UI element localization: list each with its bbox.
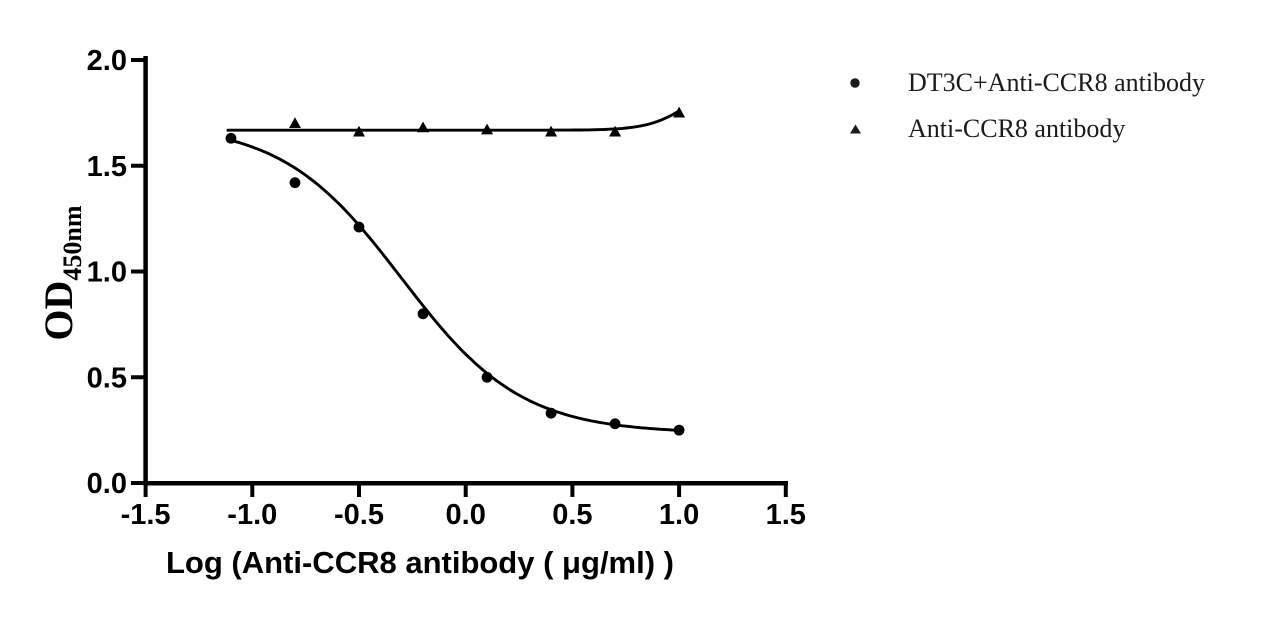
data-point-circle — [353, 221, 365, 233]
data-point-triangle — [545, 125, 558, 137]
legend-item-dt3c: DT3C+Anti-CCR8 antibody — [846, 68, 1206, 97]
data-point-triangle — [417, 121, 430, 133]
axes-layer — [131, 56, 788, 497]
y-axis-title-main: OD — [36, 281, 81, 341]
triangle-marker-icon — [846, 123, 864, 135]
x-tick-label: 1.0 — [659, 499, 699, 531]
data-point-circle — [545, 407, 557, 419]
legend-label: DT3C+Anti-CCR8 antibody — [908, 68, 1206, 97]
data-point-triangle — [481, 123, 494, 135]
data-point-circle — [673, 424, 685, 436]
data-point-triangle — [609, 125, 622, 137]
data-markers-layer — [225, 106, 686, 436]
x-axis-title: Log (Anti-CCR8 antibody ( μg/ml) ) — [166, 545, 674, 580]
y-tick-label: 0.0 — [87, 468, 127, 500]
x-tick-label: -0.5 — [334, 499, 384, 531]
data-point-triangle — [673, 106, 686, 118]
data-point-triangle — [288, 117, 301, 129]
data-point-circle — [289, 177, 301, 189]
legend-item-anti-ccr8: Anti-CCR8 antibody — [846, 114, 1205, 143]
y-tick-label: 1.5 — [87, 151, 127, 183]
legend: DT3C+Anti-CCR8 antibody Anti-CCR8 antibo… — [846, 68, 1206, 162]
data-point-circle — [417, 308, 429, 320]
y-axis-title-subscript: 450nm — [58, 205, 87, 280]
legend-label: Anti-CCR8 antibody — [908, 114, 1126, 143]
circle-marker-icon — [846, 77, 864, 89]
tick-labels-layer: -1.5 -1.0 -0.5 0.0 0.5 1.0 1.5 2.0 1.5 1.0 0.5 0.0 — [87, 45, 806, 531]
x-tick-label: 1.5 — [766, 499, 806, 531]
data-point-circle — [609, 418, 621, 430]
y-tick-label: 1.0 — [87, 257, 127, 289]
fit-curves-layer — [226, 109, 684, 432]
x-tick-label: -1.0 — [227, 499, 277, 531]
fit-curve-triangle — [226, 109, 680, 132]
y-axis-title: OD450nm — [36, 205, 87, 340]
x-tick-label: 0.5 — [552, 499, 592, 531]
data-point-circle — [481, 371, 493, 383]
y-tick-label: 2.0 — [87, 45, 127, 77]
x-tick-label: -1.5 — [121, 499, 171, 531]
data-point-triangle — [353, 125, 365, 137]
data-point-circle — [225, 132, 237, 144]
fit-curve-circle — [226, 137, 684, 432]
x-tick-label: 0.0 — [446, 499, 486, 531]
y-tick-label: 0.5 — [87, 362, 127, 394]
